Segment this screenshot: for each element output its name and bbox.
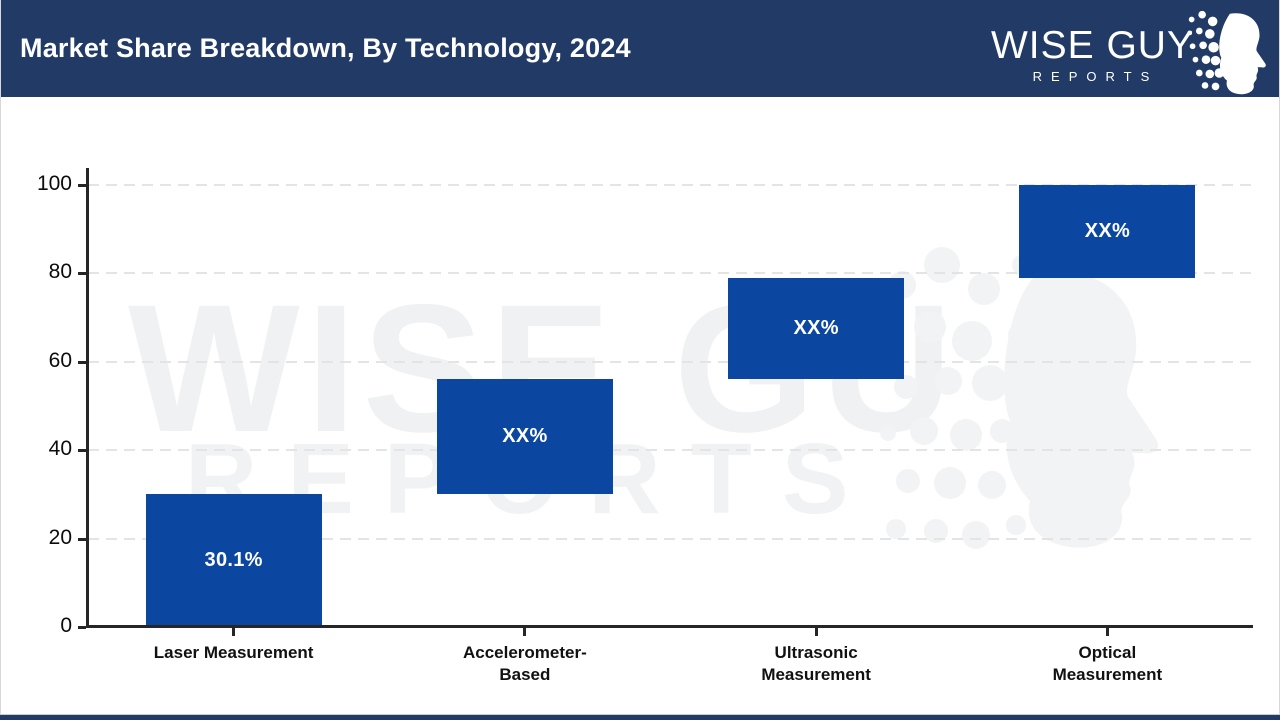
wise-guy-reports-logo: WISE GUY REPORTS [991,8,1270,96]
y-axis-line [86,168,89,628]
x-category-label-2: Accelerometer- Based [462,643,587,685]
y-tick-label-60: 60 [48,348,72,372]
y-tick-60 [78,360,86,364]
x-tick-4 [1105,628,1109,636]
x-axis-line [86,625,1253,628]
gridline-y-100 [88,184,1253,186]
gridline-y-80 [88,272,1253,275]
y-tick-label-100: 100 [36,172,72,195]
header-bar: Market Share Breakdown, By Technology, 2… [0,0,1280,97]
y-tick-100 [78,184,86,187]
x-tick-3 [814,628,818,636]
footer-bar [0,714,1280,720]
page-title: Market Share Breakdown, By Technology, 2… [20,33,631,63]
bar-1: 30.1% [145,493,322,627]
bar-2: XX% [436,379,613,494]
y-tick-label-0: 0 [60,614,72,637]
x-category-label-1: Laser Measurement [153,643,314,662]
logo-name-text: WISE GUY [990,24,1194,67]
y-tick-0 [78,626,86,629]
y-tick-label-40: 40 [48,437,72,461]
gridline-y-20 [88,537,1253,540]
logo-sub-text: REPORTS [1032,69,1159,84]
y-tick-20 [78,537,86,541]
y-tick-40 [78,449,86,453]
watermark-head-icon [880,247,1159,549]
x-category-label-4: Optical Measurement [1052,643,1163,685]
y-tick-label-20: 20 [48,525,72,549]
gridline-y-40 [88,449,1253,452]
x-tick-1 [232,628,236,636]
bar-value-label: XX% [793,317,839,340]
x-tick-2 [523,628,527,636]
y-tick-label-80: 80 [48,260,72,284]
dotted-head-profile-icon [1187,10,1266,95]
bar-value-label: XX% [502,425,548,448]
bar-4: XX% [1019,185,1196,278]
bar-3: XX% [728,277,905,380]
y-tick-80 [78,272,86,276]
bar-value-label: 30.1% [204,548,263,571]
x-category-label-3: Ultrasonic Measurement [761,643,871,685]
gridline-y-60 [88,360,1253,363]
bar-value-label: XX% [1084,219,1131,242]
